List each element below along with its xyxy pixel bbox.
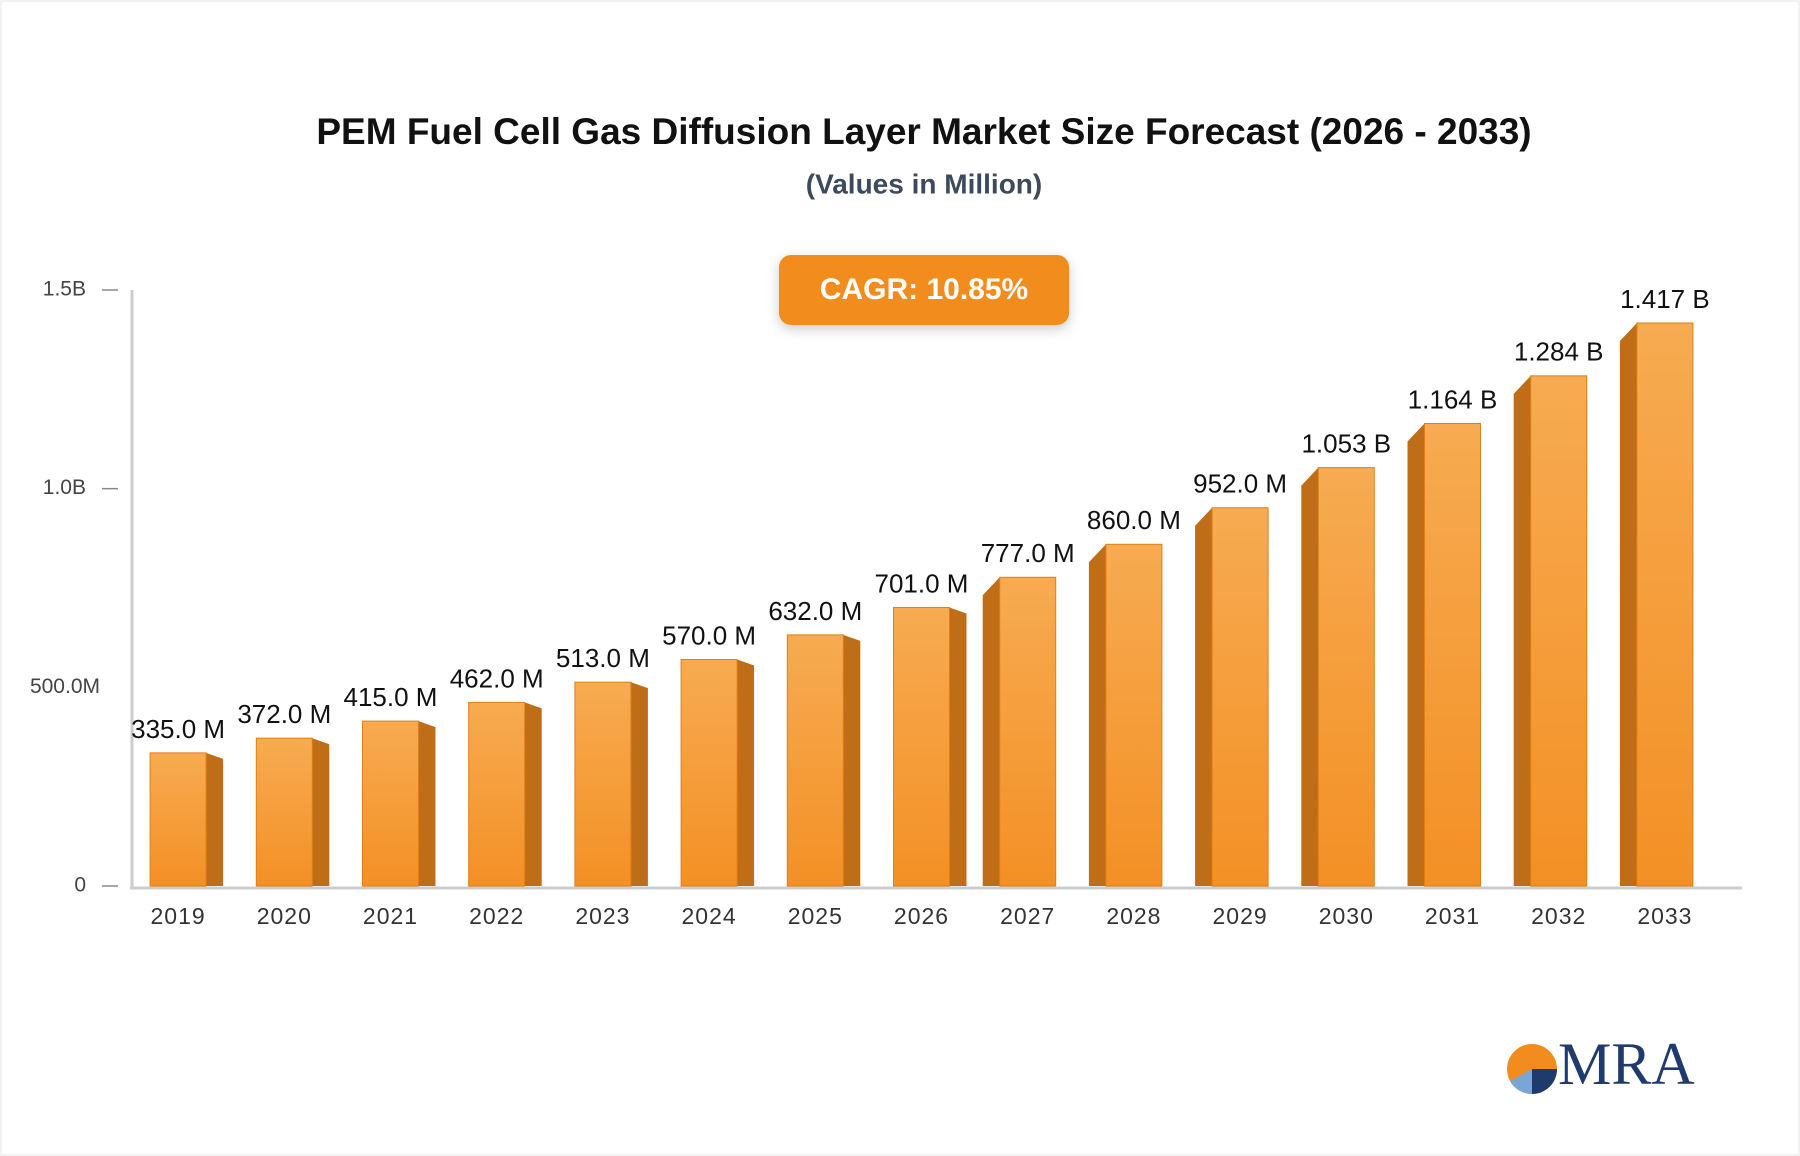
data-label: 415.0 M — [344, 682, 438, 712]
x-tick-label: 2025 — [788, 903, 843, 929]
bar-side — [1407, 423, 1425, 886]
x-tick-label: 2030 — [1319, 903, 1374, 929]
logo: MRA — [1507, 1031, 1695, 1097]
data-label: 860.0 M — [1087, 505, 1181, 535]
bar-side — [1619, 322, 1637, 887]
data-label: 1.053 B — [1301, 428, 1391, 458]
bar — [999, 576, 1057, 887]
bar — [1317, 467, 1375, 887]
x-tick-label: 2029 — [1213, 903, 1268, 929]
x-tick-label: 2024 — [682, 903, 737, 929]
bar — [1105, 543, 1163, 887]
x-tick-label: 2021 — [363, 903, 418, 929]
bar — [149, 752, 207, 887]
x-tick-label: 2027 — [1000, 903, 1055, 929]
data-label: 701.0 M — [875, 568, 969, 598]
data-label: 462.0 M — [450, 663, 544, 693]
bar-side — [312, 738, 330, 886]
data-label: 777.0 M — [981, 538, 1075, 568]
data-label: 372.0 M — [237, 699, 331, 729]
cagr-badge — [779, 255, 1069, 325]
bar — [468, 701, 526, 887]
y-tick-label: 1.0B — [43, 476, 86, 499]
data-label: 570.0 M — [662, 620, 756, 650]
bar-side — [949, 607, 967, 886]
x-tick-label: 2019 — [151, 903, 206, 929]
bar-side — [1513, 375, 1531, 886]
y-tick-label: 500.0M — [30, 675, 100, 698]
data-label: 513.0 M — [556, 643, 650, 673]
x-tick-label: 2023 — [575, 903, 630, 929]
y-tick-label: 1.5B — [43, 278, 86, 301]
logo-text: MRA — [1558, 1031, 1695, 1097]
chart-title: PEM Fuel Cell Gas Diffusion Layer Market… — [316, 111, 1531, 152]
bar-side — [418, 721, 436, 886]
bar — [1211, 507, 1269, 887]
bar-side — [630, 682, 648, 886]
data-label: 952.0 M — [1193, 469, 1287, 499]
x-tick-label: 2028 — [1106, 903, 1161, 929]
bar-side — [1195, 507, 1213, 886]
x-tick-label: 2022 — [469, 903, 524, 929]
bar — [786, 634, 844, 887]
data-label: 1.164 B — [1408, 384, 1498, 414]
bar — [255, 737, 313, 887]
bar — [362, 720, 419, 887]
data-label: 1.284 B — [1514, 337, 1604, 367]
bar — [1424, 423, 1481, 887]
cagr-text: CAGR: 10.85% — [820, 273, 1028, 306]
bar-side — [1088, 544, 1106, 886]
data-label: 632.0 M — [768, 596, 862, 626]
y-tick-label: 0 — [74, 874, 86, 897]
bar-side — [843, 634, 861, 886]
bar-side — [524, 702, 542, 886]
x-tick-label: 2020 — [257, 903, 312, 929]
bar — [680, 659, 738, 887]
bar-side — [737, 659, 755, 886]
bar — [1530, 375, 1588, 887]
bar-side — [206, 752, 224, 886]
bar — [574, 681, 632, 887]
x-tick-label: 2033 — [1637, 903, 1692, 929]
bar-side — [982, 577, 1000, 886]
data-label: 1.417 B — [1620, 284, 1710, 314]
x-tick-label: 2026 — [894, 903, 949, 929]
bar — [893, 606, 950, 887]
data-label: 335.0 M — [131, 714, 225, 744]
x-tick-label: 2032 — [1531, 903, 1586, 929]
bar — [1636, 322, 1694, 887]
bar-side — [1301, 467, 1319, 886]
x-tick-label: 2031 — [1425, 903, 1480, 929]
chart-subtitle: (Values in Million) — [806, 168, 1042, 199]
